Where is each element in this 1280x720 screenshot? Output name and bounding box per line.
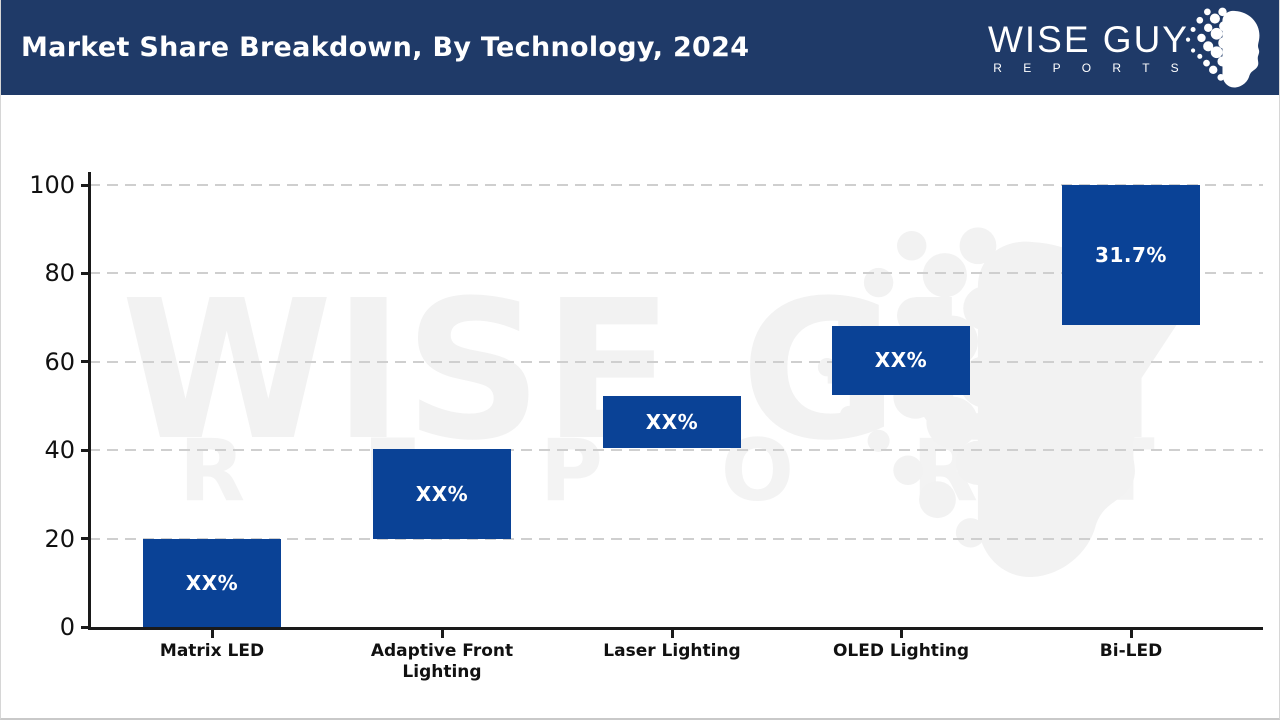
y-tick-60 xyxy=(81,360,89,364)
x-tick-laser-lighting xyxy=(670,630,674,638)
wiseguy-logo: WISE GUY R E P O R T S xyxy=(988,6,1279,90)
bar-matrix-led: XX% xyxy=(143,538,281,627)
y-tick-0 xyxy=(81,625,89,629)
logo-head-icon xyxy=(1185,7,1260,87)
logo-text: WISE GUY R E P O R T S xyxy=(988,21,1189,75)
x-tick-matrix-led xyxy=(210,630,214,638)
y-tick-label: 0 xyxy=(59,613,75,641)
bar-value-label: XX% xyxy=(645,410,699,435)
bar-value-label: XX% xyxy=(415,481,469,506)
gridline-60 xyxy=(89,360,1263,363)
y-tick-100 xyxy=(81,183,89,187)
x-axis-line xyxy=(89,627,1263,630)
y-tick-20 xyxy=(81,537,89,541)
logo-brand-sub: R E P O R T S xyxy=(993,60,1188,75)
x-tick-oled-lighting xyxy=(899,630,903,638)
gridline-40 xyxy=(89,449,1263,452)
bar-bi-led: 31.7% xyxy=(1062,185,1200,326)
bar-value-label: 31.7% xyxy=(1095,243,1167,268)
header: Market Share Breakdown, By Technology, 2… xyxy=(1,0,1279,95)
y-tick-label: 20 xyxy=(44,524,75,553)
bar-laser-lighting: XX% xyxy=(603,396,741,449)
y-tick-label: 100 xyxy=(29,171,75,199)
x-category-label: Bi-LED xyxy=(1099,641,1163,661)
x-category-label: Matrix LED xyxy=(159,641,265,661)
gridline-100 xyxy=(89,184,1263,186)
y-tick-label: 60 xyxy=(44,347,75,376)
x-category-label: Laser Lighting xyxy=(603,641,741,661)
x-category-label: Adaptive Front Lighting xyxy=(370,641,514,683)
x-tick-bi-led xyxy=(1129,630,1133,638)
x-category-label: OLED Lighting xyxy=(832,641,970,661)
gridline-20 xyxy=(89,537,1263,540)
x-tick-adaptive-front-lighting xyxy=(440,630,444,638)
bar-value-label: XX% xyxy=(874,348,928,373)
y-tick-label: 40 xyxy=(44,436,75,465)
gridline-80 xyxy=(89,272,1263,275)
y-axis-line xyxy=(88,172,91,630)
logo-brand-name: WISE GUY xyxy=(987,18,1189,60)
page-title: Market Share Breakdown, By Technology, 2… xyxy=(21,32,750,63)
bar-adaptive-front-lighting: XX% xyxy=(373,449,511,539)
y-tick-80 xyxy=(81,271,89,275)
bar-oled-lighting: XX% xyxy=(832,325,970,395)
y-tick-40 xyxy=(81,448,89,452)
y-tick-label: 80 xyxy=(44,259,75,288)
bar-value-label: XX% xyxy=(185,570,239,595)
